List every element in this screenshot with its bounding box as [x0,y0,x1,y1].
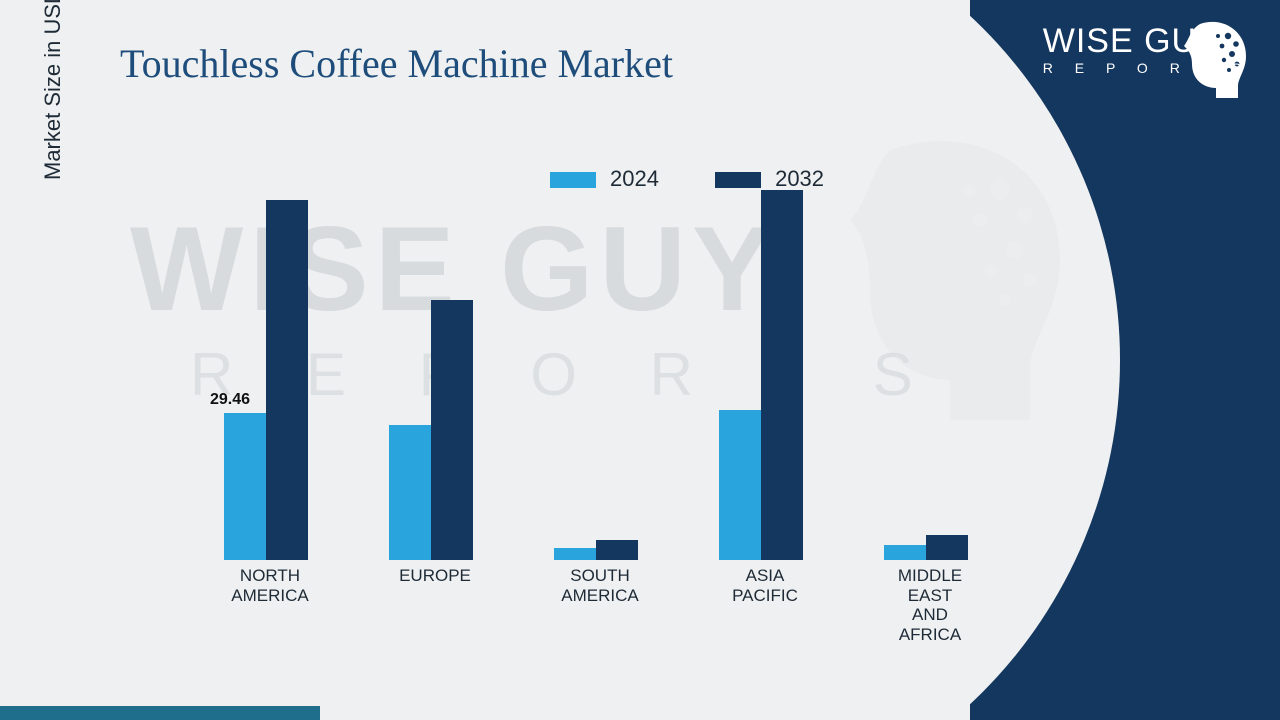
y-axis-label: Market Size in USD Billion [40,0,66,180]
bar-2024 [224,413,266,560]
bar-2032 [926,535,968,560]
brand-logo: WISE GUY R E P O R T S [1043,24,1250,76]
category-label: NORTHAMERICA [200,566,340,605]
bar-2032 [761,190,803,560]
bar-2024 [719,410,761,560]
chart-title: Touchless Coffee Machine Market [120,40,673,87]
bar-2024 [389,425,431,560]
logo-main-text: WISE GUY [1043,24,1250,58]
value-label: 29.46 [210,391,250,409]
category-label: SOUTHAMERICA [530,566,670,605]
bar-2024 [884,545,926,560]
bottom-accent-bar [0,706,320,720]
category-label: EUROPE [365,566,505,586]
bar-2032 [431,300,473,560]
category-label: ASIAPACIFIC [695,566,835,605]
category-label: MIDDLEEASTANDAFRICA [860,566,1000,644]
bar-2032 [596,540,638,560]
plot-area: NORTHAMERICAEUROPESOUTHAMERICAASIAPACIFI… [150,160,970,560]
bar-2024 [554,548,596,561]
chart-area: NORTHAMERICAEUROPESOUTHAMERICAASIAPACIFI… [90,160,970,600]
logo-sub-text: R E P O R T S [1043,60,1250,76]
chart-stage: WISE GUY R E P O R T S Touchless Coffee … [0,0,1280,720]
bar-2032 [266,200,308,560]
